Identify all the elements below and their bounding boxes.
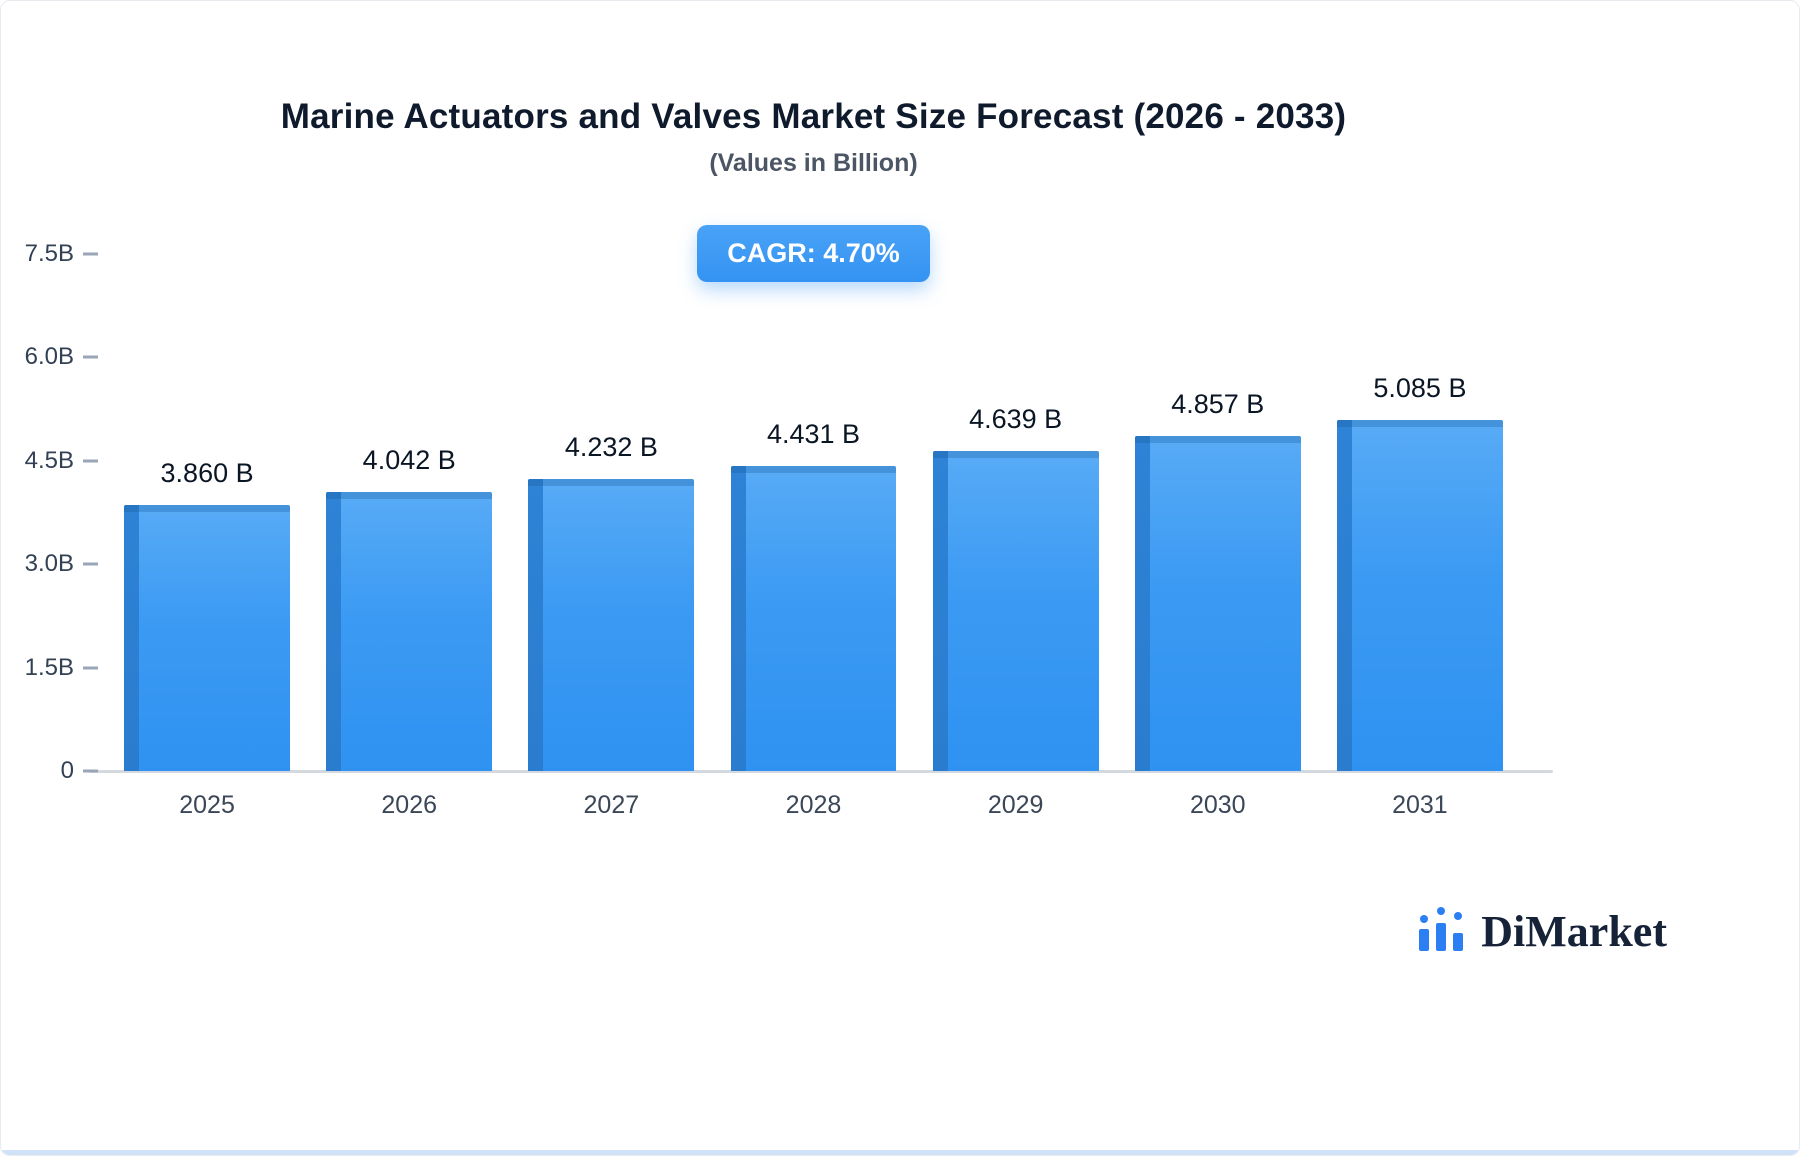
bar-2028 bbox=[730, 465, 897, 772]
y-tick-mark bbox=[83, 355, 98, 359]
y-tick-label: 3.0B bbox=[24, 550, 74, 578]
bar-value-label: 4.639 B bbox=[969, 404, 1063, 435]
bar-value-label: 4.431 B bbox=[766, 418, 861, 449]
bar-value-label: 4.232 B bbox=[564, 432, 658, 463]
x-axis-label: 2025 bbox=[179, 791, 235, 819]
chart-subtitle: (Values in Billion) bbox=[709, 149, 918, 177]
x-axis-label: 2030 bbox=[1189, 791, 1246, 819]
bar-2031 bbox=[1337, 420, 1503, 771]
bar-value-label: 5.085 B bbox=[1373, 373, 1467, 404]
bar-value-label: 4.042 B bbox=[362, 445, 456, 476]
x-axis-baseline bbox=[89, 770, 1553, 773]
chart-title: Marine Actuators and Valves Market Size … bbox=[280, 97, 1347, 136]
cagr-badge-wrap: CAGR: 4.70% bbox=[106, 225, 1521, 282]
y-tick-mark bbox=[83, 562, 98, 566]
x-axis-label: 2031 bbox=[1392, 791, 1448, 819]
bar-value-label: 3.860 B bbox=[160, 457, 254, 488]
x-axis-label: 2027 bbox=[583, 791, 640, 819]
x-axis-label: 2029 bbox=[987, 791, 1044, 819]
x-axis-label: 2028 bbox=[785, 791, 842, 819]
y-tick-mark bbox=[83, 769, 98, 773]
y-tick-label: 6.0B bbox=[24, 343, 74, 371]
y-tick-mark bbox=[83, 666, 98, 670]
plot-area: 0 1.5B 3.0B 4.5B 6.0B 7.5B 3.860 B 2025 4.042 B 2… bbox=[25, 240, 1553, 819]
y-tick-mark bbox=[83, 252, 98, 256]
bottom-accent-line bbox=[1, 1150, 1799, 1155]
x-axis-label: 2026 bbox=[381, 791, 438, 819]
bar-2027 bbox=[528, 479, 695, 771]
y-tick-label: 1.5B bbox=[24, 653, 74, 681]
bar-value-label: 4.857 B bbox=[1171, 389, 1265, 420]
y-tick-label: 7.5B bbox=[24, 240, 74, 267]
dimarket-logo: DiMarket bbox=[1415, 903, 1667, 960]
bar-2026 bbox=[326, 492, 493, 771]
bar-2029 bbox=[932, 451, 1099, 771]
bar-2030 bbox=[1134, 436, 1301, 771]
y-tick-label: 0 bbox=[60, 757, 74, 784]
y-tick-label: 4.5B bbox=[24, 446, 74, 474]
brand-name: DiMarket bbox=[1481, 907, 1667, 956]
bar-chart-logo-icon bbox=[1415, 903, 1467, 960]
bar-2025 bbox=[124, 504, 290, 772]
cagr-badge: CAGR: 4.70% bbox=[697, 225, 930, 282]
y-tick-mark bbox=[83, 459, 98, 463]
